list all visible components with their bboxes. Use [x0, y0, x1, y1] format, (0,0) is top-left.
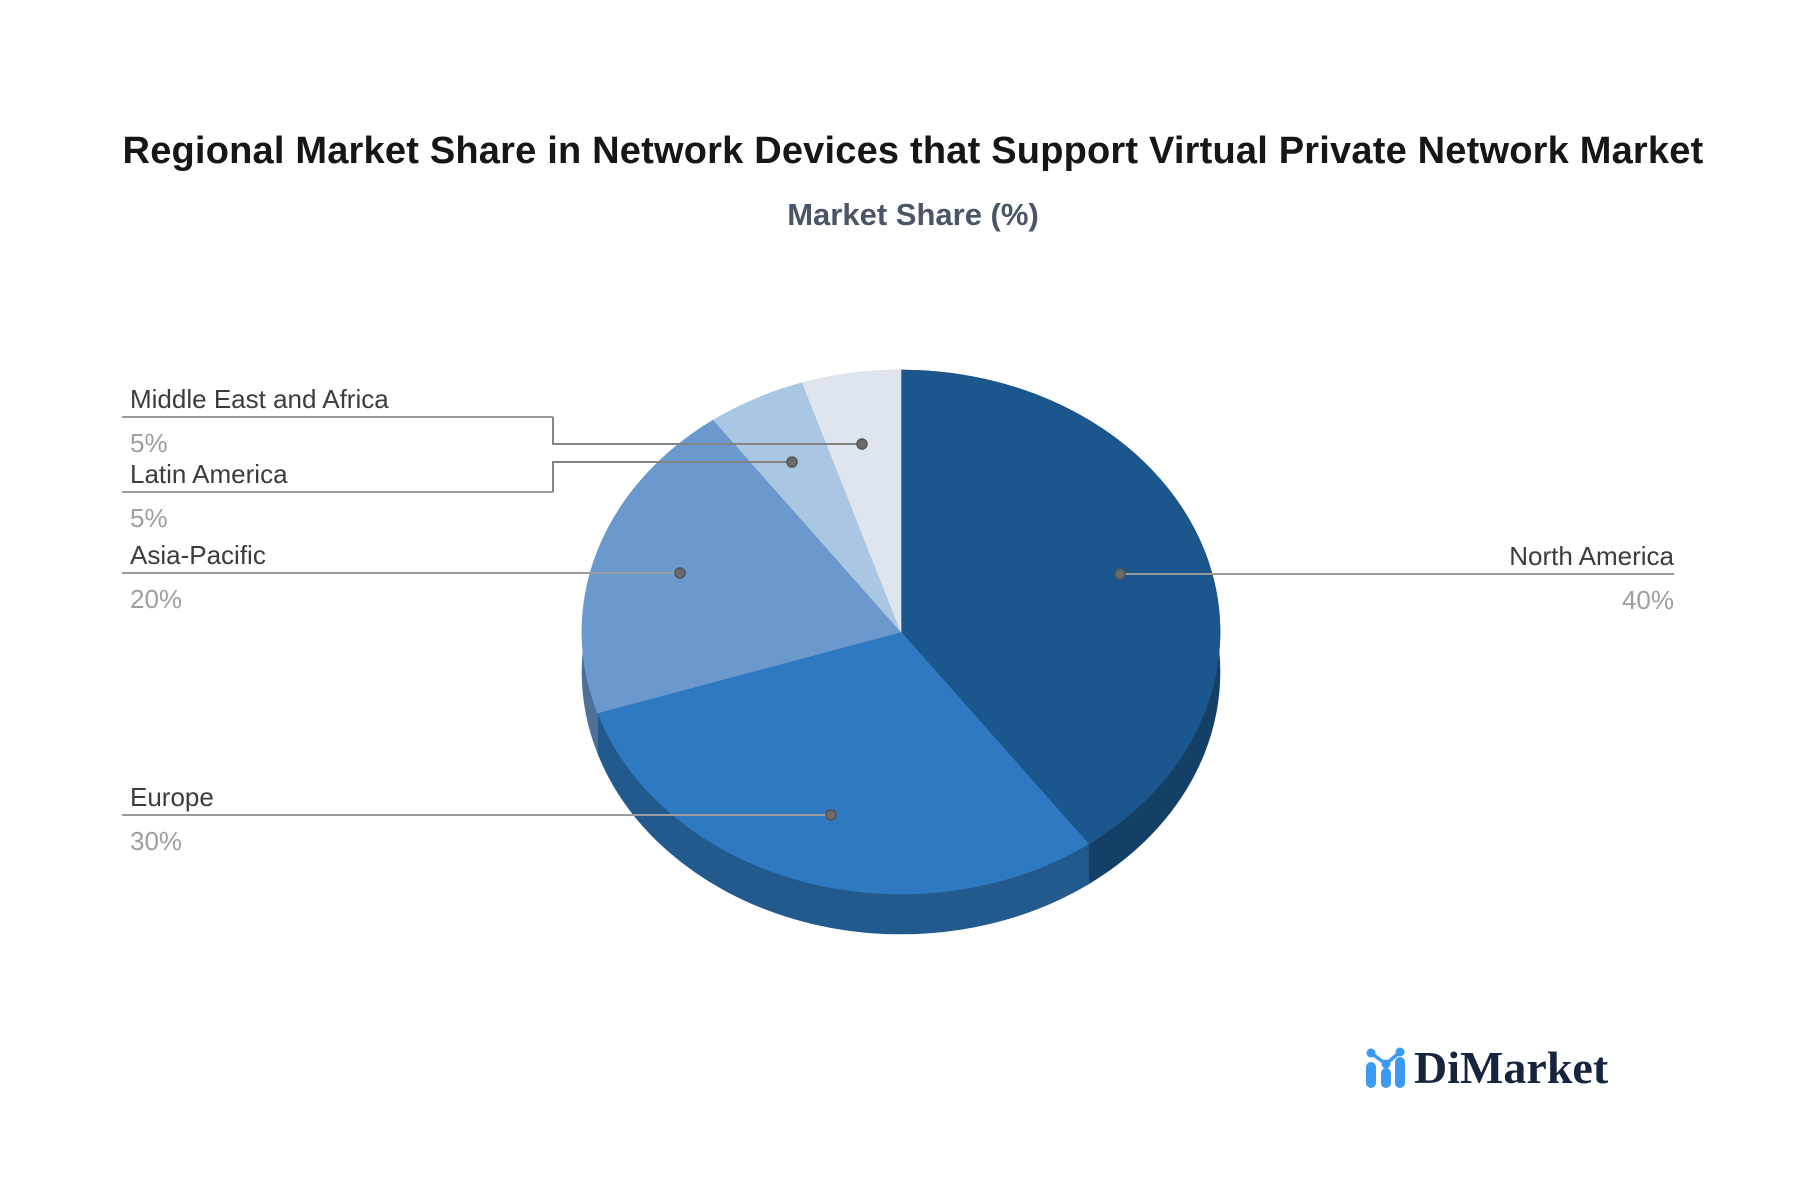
slice-value-north-america: 40% [1621, 585, 1674, 615]
logo-text: DiMarket [1414, 1042, 1609, 1093]
leader-dot-europe [825, 809, 837, 821]
leader-dot-north-america [1114, 568, 1126, 580]
slice-name-middle-east-and-africa: Middle East and Africa [130, 384, 389, 414]
slice-value-latin-america: 5% [130, 503, 168, 533]
leader-dot-middle-east-and-africa [856, 438, 868, 450]
leader-bracket-middle-east-and-africa [552, 417, 862, 445]
chart-title: Regional Market Share in Network Devices… [122, 130, 1704, 172]
slice-name-north-america: North America [1509, 541, 1674, 571]
slice-value-europe: 30% [130, 826, 183, 856]
slice-name-europe: Europe [130, 782, 214, 812]
leader-dot-asia-pacific [674, 567, 686, 579]
pie-slice-north-america[interactable] [900, 369, 1221, 845]
slice-name-asia-pacific: Asia-Pacific [130, 540, 266, 570]
slice-name-latin-america: Latin America [130, 459, 288, 489]
slice-value-asia-pacific: 20% [130, 584, 183, 614]
pie-slice-europe[interactable] [597, 631, 1089, 895]
logo-chart-icon [1366, 1047, 1405, 1088]
chart-subtitle: Market Share (%) [787, 197, 1039, 232]
slice-value-middle-east-and-africa: 5% [130, 428, 168, 458]
leader-bracket-latin-america [552, 461, 792, 492]
pie-slice-middle-east-and-africa[interactable] [802, 369, 902, 633]
leader-dot-latin-america [786, 456, 798, 468]
